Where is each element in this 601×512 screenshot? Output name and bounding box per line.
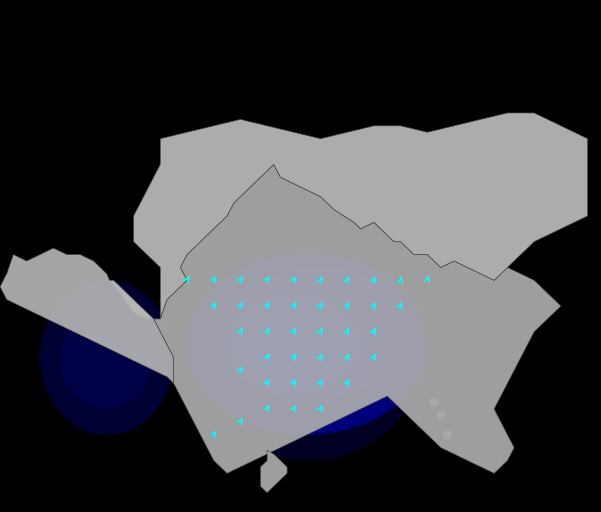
Polygon shape	[260, 450, 287, 493]
Text: Arrows show the wind wave direction: Arrows show the wind wave direction	[171, 41, 430, 55]
Circle shape	[430, 399, 438, 407]
Circle shape	[437, 412, 445, 419]
Circle shape	[187, 229, 427, 460]
Text: Secondary Swell energy on Monday 24 Mar at 11:30pm IST: Secondary Swell energy on Monday 24 Mar …	[33, 11, 568, 29]
Ellipse shape	[227, 267, 414, 396]
Ellipse shape	[40, 280, 174, 435]
Ellipse shape	[240, 312, 374, 402]
Circle shape	[444, 431, 451, 439]
Ellipse shape	[247, 325, 341, 390]
Polygon shape	[0, 248, 174, 383]
Polygon shape	[133, 113, 588, 319]
Ellipse shape	[187, 254, 427, 435]
Ellipse shape	[227, 293, 361, 396]
Polygon shape	[109, 164, 561, 474]
Ellipse shape	[60, 306, 154, 409]
